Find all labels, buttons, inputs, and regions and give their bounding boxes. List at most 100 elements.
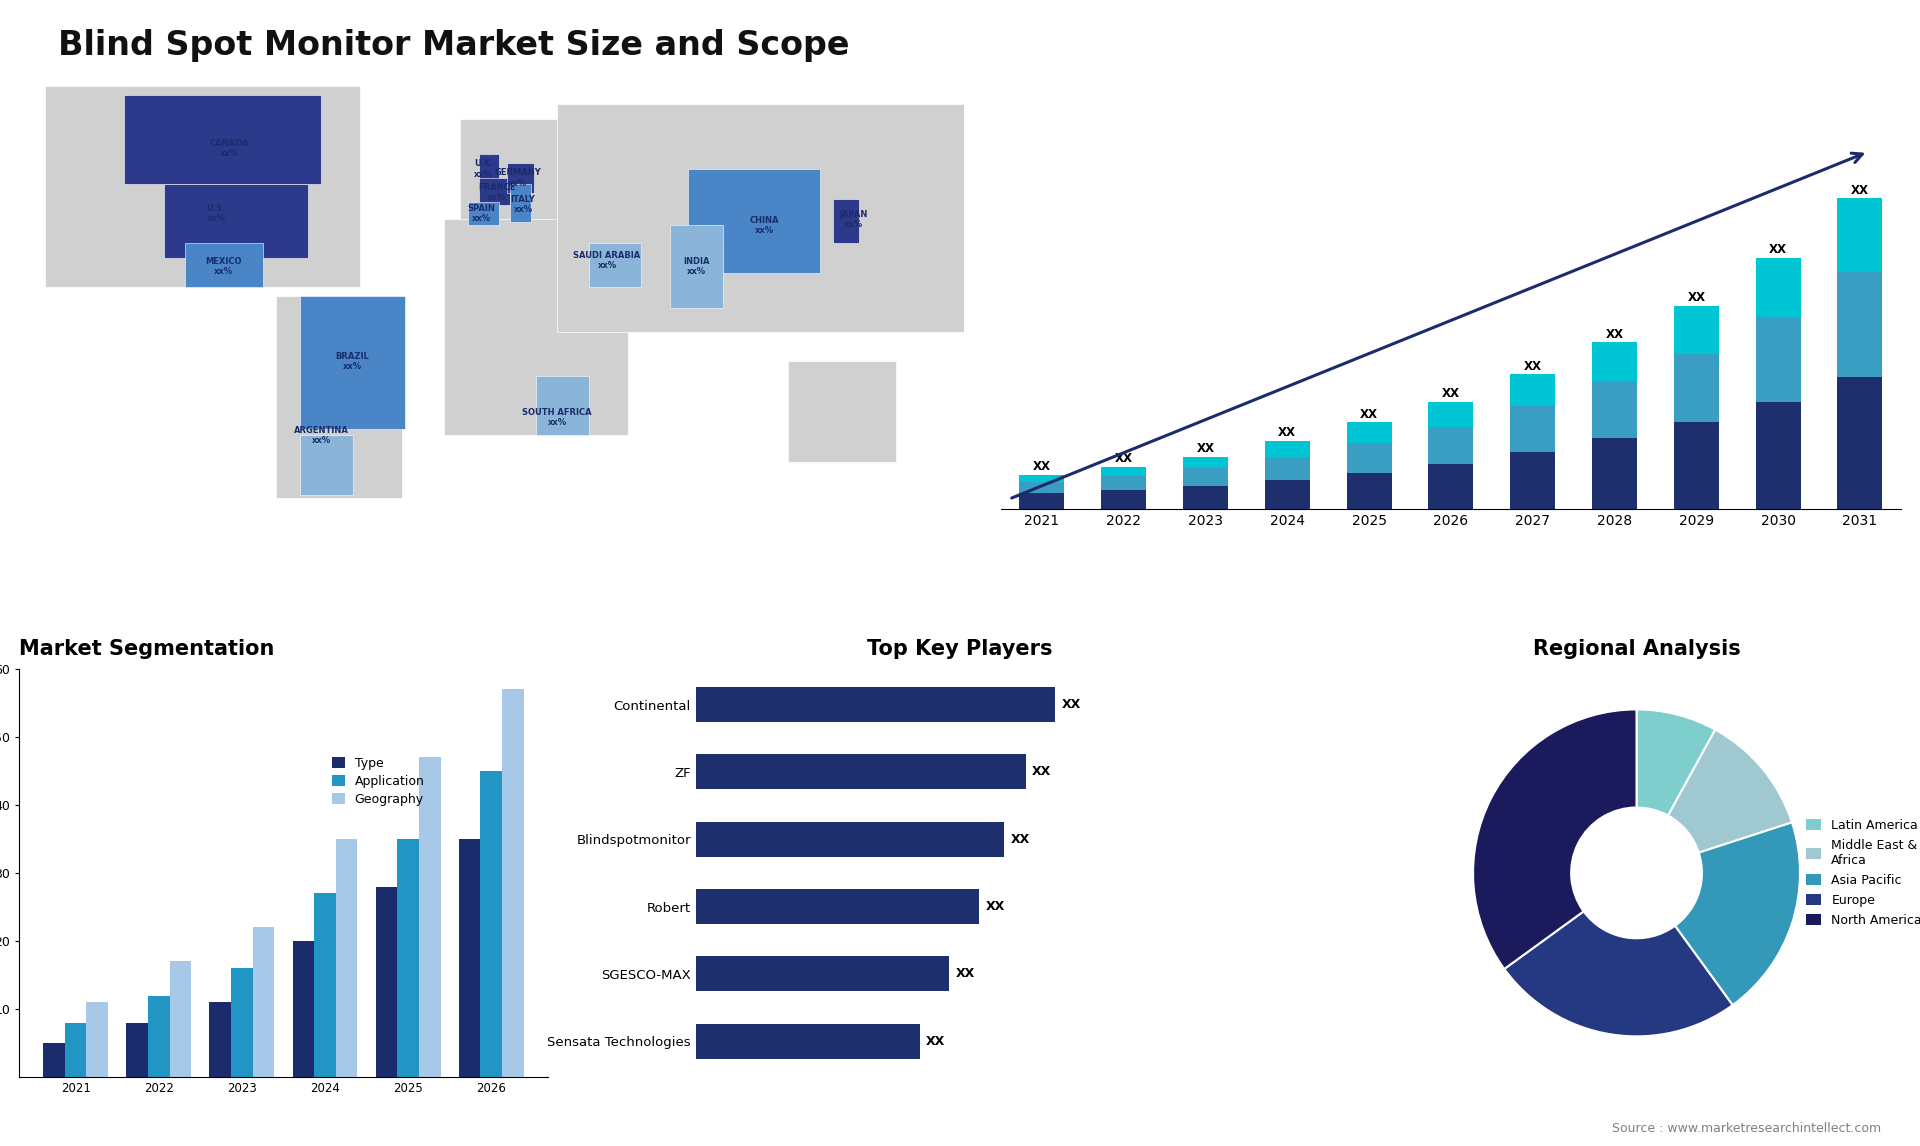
Bar [127, 1022, 148, 1077]
Polygon shape [478, 178, 511, 204]
Wedge shape [1473, 709, 1636, 970]
Bar [1837, 377, 1882, 509]
Bar [44, 1043, 65, 1077]
Bar [336, 839, 357, 1077]
Bar [1755, 402, 1801, 509]
Bar [1592, 439, 1638, 509]
Bar [1020, 482, 1064, 493]
Bar [1837, 272, 1882, 377]
Bar [1346, 473, 1392, 509]
Text: BRAZIL
xx%: BRAZIL xx% [336, 352, 369, 371]
Bar [1265, 441, 1309, 457]
Text: XX: XX [1359, 408, 1379, 421]
Polygon shape [689, 168, 820, 273]
Bar [459, 839, 480, 1077]
Polygon shape [478, 155, 499, 183]
Text: XX: XX [985, 900, 1004, 913]
Bar [419, 758, 440, 1077]
Bar [1592, 382, 1638, 439]
Text: SAUDI ARABIA
xx%: SAUDI ARABIA xx% [574, 251, 641, 270]
Bar [86, 1003, 108, 1077]
Bar [695, 754, 1025, 790]
Polygon shape [300, 435, 353, 495]
Text: XX: XX [1033, 461, 1050, 473]
Polygon shape [300, 297, 405, 430]
Bar [209, 1003, 230, 1077]
Wedge shape [1503, 911, 1732, 1036]
Text: XX: XX [925, 1035, 945, 1047]
Title: Top Key Players: Top Key Players [868, 638, 1052, 659]
Text: Market Segmentation: Market Segmentation [19, 638, 275, 659]
Bar [1102, 477, 1146, 490]
Bar [1102, 468, 1146, 477]
Polygon shape [589, 243, 641, 288]
Bar [1837, 198, 1882, 272]
Text: U.S.
xx%: U.S. xx% [207, 204, 227, 223]
Bar [695, 688, 1056, 722]
Bar [1755, 258, 1801, 317]
Bar [1592, 343, 1638, 382]
Text: XX: XX [1851, 183, 1868, 197]
Text: XX: XX [1196, 442, 1215, 455]
Bar [169, 961, 192, 1077]
Bar [230, 968, 253, 1077]
Text: XX: XX [1116, 453, 1133, 465]
Bar [1346, 444, 1392, 473]
Text: XX: XX [1688, 291, 1705, 304]
Bar [315, 894, 336, 1077]
Bar [1265, 480, 1309, 509]
Text: SPAIN
xx%: SPAIN xx% [467, 204, 495, 223]
Polygon shape [444, 219, 628, 435]
Polygon shape [789, 361, 897, 462]
Bar [1674, 354, 1718, 423]
Text: XX: XX [1031, 766, 1050, 778]
Polygon shape [833, 198, 858, 243]
Wedge shape [1674, 823, 1801, 1005]
Bar [1020, 493, 1064, 509]
Text: SOUTH AFRICA
xx%: SOUTH AFRICA xx% [522, 408, 591, 427]
Bar [148, 996, 169, 1077]
Bar [1183, 469, 1229, 487]
Polygon shape [276, 297, 403, 497]
Bar [397, 839, 419, 1077]
Bar [1102, 490, 1146, 509]
Legend: Type, Application, Geography: Type, Application, Geography [332, 756, 424, 806]
Polygon shape [536, 376, 589, 435]
Bar [65, 1022, 86, 1077]
Polygon shape [163, 183, 307, 258]
Bar [695, 822, 1004, 857]
Bar [695, 889, 979, 924]
Bar [1183, 457, 1229, 469]
Bar [1428, 427, 1473, 464]
Bar [292, 941, 315, 1077]
Polygon shape [670, 226, 722, 308]
Bar [480, 771, 503, 1077]
Legend: Latin America, Middle East &
Africa, Asia Pacific, Europe, North America: Latin America, Middle East & Africa, Asi… [1807, 819, 1920, 927]
Text: U.K.
xx%: U.K. xx% [474, 159, 493, 179]
Text: INDIA
xx%: INDIA xx% [684, 257, 710, 276]
Bar [1755, 317, 1801, 402]
Polygon shape [511, 183, 532, 222]
Text: XX: XX [1605, 328, 1624, 340]
Text: XX: XX [1768, 243, 1788, 256]
Bar [376, 887, 397, 1077]
Text: XX: XX [1279, 426, 1296, 439]
Text: Blind Spot Monitor Market Size and Scope: Blind Spot Monitor Market Size and Scope [58, 29, 849, 62]
Text: CANADA
xx%: CANADA xx% [209, 139, 250, 158]
Bar [1674, 423, 1718, 509]
Text: CHINA
xx%: CHINA xx% [751, 215, 780, 235]
Bar [253, 927, 275, 1077]
Polygon shape [125, 95, 321, 183]
Bar [503, 689, 524, 1077]
Bar [1674, 306, 1718, 354]
Text: GERMANY
xx%: GERMANY xx% [495, 168, 541, 188]
Text: XX: XX [1010, 833, 1029, 846]
Polygon shape [46, 86, 361, 288]
Text: ARGENTINA
xx%: ARGENTINA xx% [294, 425, 348, 445]
Bar [695, 1023, 920, 1059]
Bar [1265, 457, 1309, 480]
Bar [695, 957, 948, 991]
Bar [1183, 487, 1229, 509]
Bar [1511, 375, 1555, 407]
Text: XX: XX [1062, 698, 1081, 712]
